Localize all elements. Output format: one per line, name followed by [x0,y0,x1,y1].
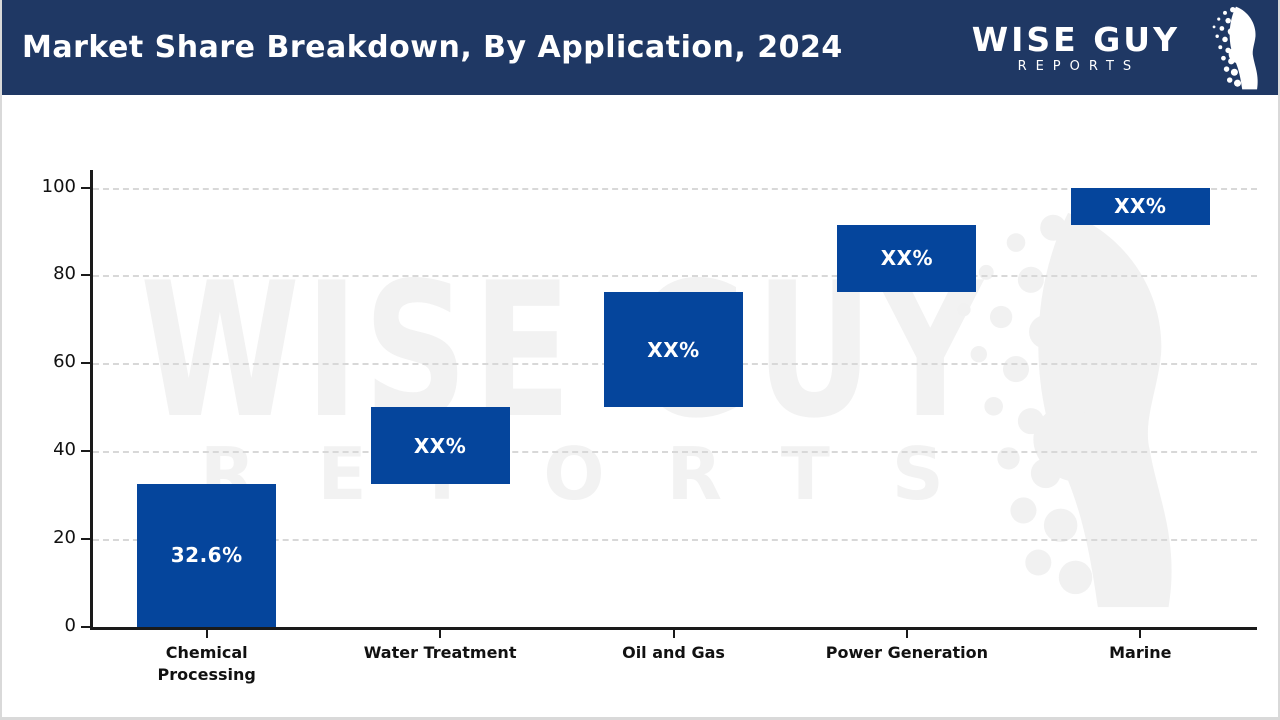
bar-value-label: XX% [647,337,700,362]
logo-face-icon [1212,6,1258,89]
gridline-100 [93,187,1257,190]
gridline-80 [93,275,1257,278]
bar-value-label: 32.6% [170,543,243,568]
bar-water-treatment: XX% [370,407,510,484]
chart-title: Market Share Breakdown, By Application, … [22,30,843,65]
y-axis-line [90,170,93,630]
x-tick-label-2: Oil and Gas [622,643,725,662]
x-tick-3 [905,630,908,638]
logo-subtitle: REPORTS [1017,58,1141,74]
x-tick-2 [672,630,675,638]
bar-value-label: XX% [880,246,934,271]
header-bar: Market Share Breakdown, By Application, … [2,0,1278,95]
bar-marine: XX% [1070,187,1210,225]
plot-area: 0 20 40 60 80 100 32.6% Chemical Processing XX% W… [42,170,1257,684]
bar-value-label: XX% [413,433,467,458]
y-tick-0 [81,626,90,628]
y-tick-label-60: 60 [53,351,76,373]
x-axis-line [90,627,1257,630]
x-tick-1 [439,630,442,638]
x-tick-4 [1139,630,1142,638]
gridline-40 [93,451,1257,454]
wiseguy-logo: WISE GUY REPORTS [972,5,1266,91]
x-tick-0 [205,630,208,638]
x-tick-label-4: Marine [1109,643,1172,662]
y-tick-60 [81,362,90,365]
logo-wordmark: WISE GUY [971,19,1180,59]
y-tick-label-40: 40 [53,439,76,461]
gridline-20 [93,539,1257,542]
y-tick-80 [81,274,90,277]
y-tick-20 [81,538,90,541]
bar-value-label: XX% [1114,194,1167,219]
bar-chemical-processing: 32.6% [137,483,277,627]
watermark-subtitle: REPORTS [200,432,1006,516]
y-tick-label-0: 0 [64,615,76,636]
y-tick-label-20: 20 [53,527,76,549]
bar-oil-and-gas: XX% [604,291,743,408]
x-tick-label-1: Water Treatment [363,643,517,662]
y-tick-100 [81,186,90,189]
x-tick-label-0: Chemical Processing [157,643,256,684]
y-tick-label-80: 80 [53,263,76,285]
y-tick-label-100: 100 [41,175,76,197]
x-tick-label-3: Power Generation [825,643,989,662]
y-tick-40 [81,450,90,453]
bar-power-generation: XX% [837,224,977,292]
